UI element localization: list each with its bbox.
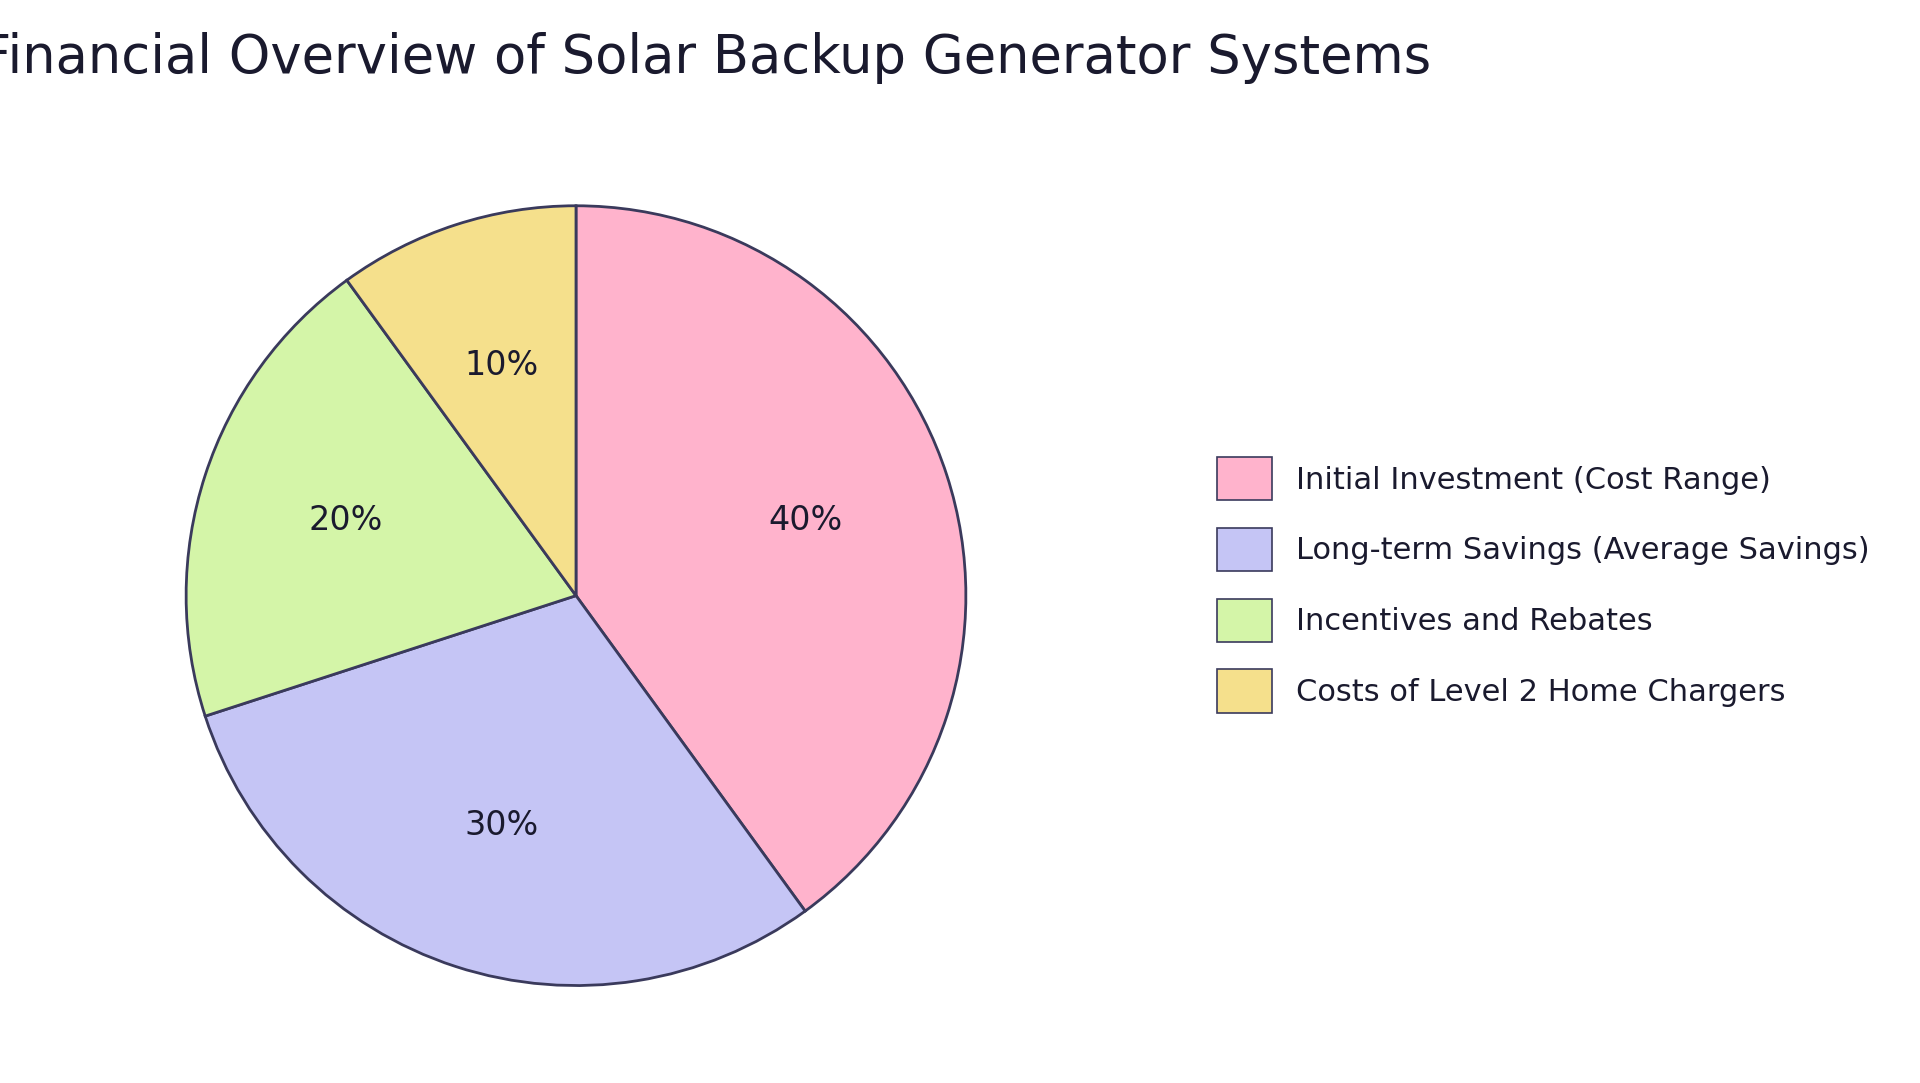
Text: 40%: 40% (768, 505, 843, 537)
Legend: Initial Investment (Cost Range), Long-term Savings (Average Savings), Incentives: Initial Investment (Cost Range), Long-te… (1187, 427, 1901, 743)
Wedge shape (576, 206, 966, 911)
Text: 30%: 30% (465, 809, 538, 843)
Wedge shape (348, 206, 576, 596)
Wedge shape (205, 596, 804, 986)
Text: 20%: 20% (309, 505, 384, 537)
Wedge shape (186, 280, 576, 716)
Text: 10%: 10% (465, 349, 538, 382)
Text: Financial Overview of Solar Backup Generator Systems: Financial Overview of Solar Backup Gener… (0, 32, 1430, 84)
